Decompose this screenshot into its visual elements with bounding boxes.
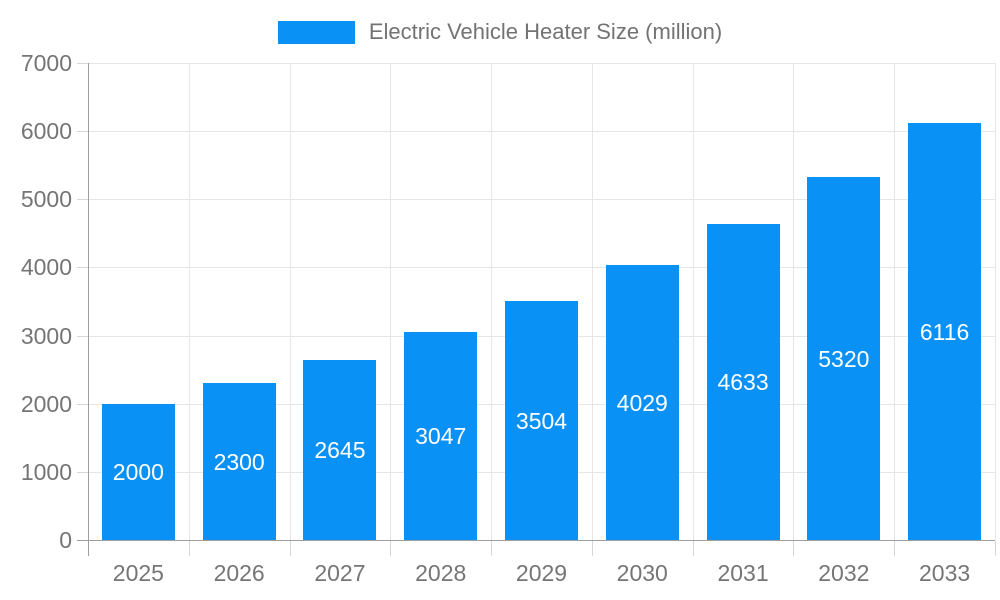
x-tick-mark bbox=[995, 541, 996, 556]
legend-label: Electric Vehicle Heater Size (million) bbox=[368, 19, 723, 44]
y-tick-mark bbox=[77, 199, 88, 201]
y-axis-label: 0 bbox=[59, 527, 72, 553]
bar[interactable] bbox=[807, 177, 881, 540]
x-tick-mark bbox=[289, 541, 291, 556]
x-tick-mark bbox=[692, 541, 694, 556]
y-tick-mark bbox=[77, 403, 88, 405]
x-tick-mark bbox=[793, 541, 795, 556]
bar[interactable] bbox=[404, 332, 478, 540]
x-gridline bbox=[591, 63, 593, 540]
bar-value-label: 2645 bbox=[314, 436, 366, 463]
x-gridline bbox=[692, 63, 694, 540]
y-tick-mark bbox=[77, 131, 88, 133]
bar-value-label: 4633 bbox=[717, 369, 769, 396]
x-axis-label: 2029 bbox=[515, 560, 568, 586]
bar-value-label: 5320 bbox=[818, 345, 870, 372]
y-gridline bbox=[88, 199, 995, 201]
x-gridline bbox=[894, 63, 896, 540]
x-axis-label: 2033 bbox=[919, 560, 971, 586]
x-gridline bbox=[491, 63, 493, 540]
legend-swatch-icon bbox=[277, 20, 355, 44]
bar[interactable] bbox=[101, 403, 175, 540]
x-axis-label: 2028 bbox=[415, 560, 467, 586]
bar-value-label: 2300 bbox=[213, 448, 265, 475]
bar-value-label: 2000 bbox=[112, 458, 164, 485]
bar[interactable] bbox=[908, 123, 982, 540]
y-axis-label: 1000 bbox=[20, 458, 72, 485]
x-tick-mark bbox=[491, 541, 493, 556]
x-axis-label: 2027 bbox=[314, 560, 366, 586]
x-axis-label: 2026 bbox=[213, 560, 265, 586]
bar-value-label: 6116 bbox=[919, 318, 970, 345]
bar[interactable] bbox=[202, 383, 276, 540]
x-axis-label: 2031 bbox=[717, 560, 769, 586]
y-axis-label: 2000 bbox=[20, 390, 72, 417]
x-axis-label: 2030 bbox=[616, 560, 668, 586]
x-tick-mark bbox=[591, 541, 593, 556]
y-tick-mark bbox=[77, 335, 88, 337]
y-axis-label: 3000 bbox=[20, 322, 72, 349]
x-tick-mark bbox=[188, 541, 190, 556]
bar[interactable] bbox=[706, 224, 780, 540]
x-gridline bbox=[390, 63, 392, 540]
bar[interactable] bbox=[505, 301, 578, 540]
x-tick-mark bbox=[390, 541, 392, 556]
y-axis-label: 6000 bbox=[20, 118, 72, 145]
x-axis-label: 2032 bbox=[818, 560, 870, 586]
y-tick-mark bbox=[77, 63, 88, 64]
x-gridline bbox=[188, 63, 190, 540]
bar-value-label: 3047 bbox=[415, 423, 467, 450]
chart-legend[interactable]: Electric Vehicle Heater Size (million) bbox=[0, 18, 1000, 46]
y-axis-label: 5000 bbox=[20, 186, 72, 213]
y-gridline bbox=[88, 267, 995, 269]
bar[interactable] bbox=[303, 359, 377, 540]
y-tick-mark bbox=[77, 267, 88, 269]
y-axis-line bbox=[88, 63, 89, 556]
x-gridline bbox=[995, 63, 996, 540]
x-axis-line bbox=[77, 540, 995, 541]
bar[interactable] bbox=[605, 265, 679, 540]
bar-value-label: 4029 bbox=[616, 389, 668, 416]
y-tick-mark bbox=[77, 471, 88, 473]
x-gridline bbox=[793, 63, 795, 540]
y-axis-label: 7000 bbox=[20, 50, 72, 76]
x-axis-label: 2025 bbox=[112, 560, 164, 586]
bar-value-label: 3504 bbox=[515, 407, 568, 434]
y-axis-label: 4000 bbox=[20, 254, 72, 281]
y-gridline bbox=[88, 131, 995, 133]
y-gridline bbox=[88, 63, 995, 64]
x-gridline bbox=[289, 63, 291, 540]
x-tick-mark bbox=[894, 541, 896, 556]
